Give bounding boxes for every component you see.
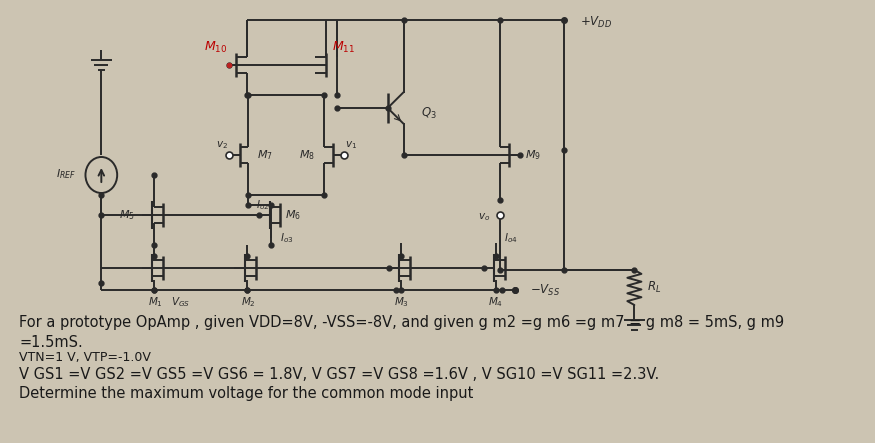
Text: $I_{o3}$: $I_{o3}$ (280, 231, 294, 245)
Text: $M_4$: $M_4$ (488, 295, 504, 309)
Text: $M_1$: $M_1$ (149, 295, 164, 309)
Text: $R_L$: $R_L$ (647, 280, 661, 295)
Text: $v_2$: $v_2$ (216, 139, 228, 151)
Text: $I_{REF}$: $I_{REF}$ (57, 167, 77, 181)
Text: $M_2$: $M_2$ (242, 295, 256, 309)
Text: Determine the maximum voltage for the common mode input: Determine the maximum voltage for the co… (19, 386, 473, 401)
Text: $M_9$: $M_9$ (525, 148, 541, 162)
Text: $V_{GS}$: $V_{GS}$ (172, 295, 190, 309)
Text: $+V_{DD}$: $+V_{DD}$ (580, 15, 612, 30)
Text: $M_{11}$: $M_{11}$ (332, 39, 355, 54)
Text: For a prototype OpAmp , given VDD=8V, -VSS=-8V, and given g m2 =g m6 =g m7 = g m: For a prototype OpAmp , given VDD=8V, -V… (19, 315, 785, 330)
Text: VTN=1 V, VTP=-1.0V: VTN=1 V, VTP=-1.0V (19, 351, 151, 364)
Text: =1.5mS.: =1.5mS. (19, 335, 83, 350)
Text: $M_6$: $M_6$ (284, 208, 301, 222)
Text: $-V_{SS}$: $-V_{SS}$ (530, 283, 561, 298)
Text: $M_{10}$: $M_{10}$ (204, 39, 228, 54)
Text: $I_{o4}$: $I_{o4}$ (504, 231, 518, 245)
Text: $Q_3$: $Q_3$ (421, 105, 437, 120)
Text: $M_8$: $M_8$ (299, 148, 315, 162)
Text: $M_3$: $M_3$ (395, 295, 410, 309)
Text: $M_7$: $M_7$ (257, 148, 273, 162)
Text: V GS1 =V GS2 =V GS5 =V GS6 = 1.8V, V GS7 =V GS8 =1.6V , V SG10 =V SG11 =2.3V.: V GS1 =V GS2 =V GS5 =V GS6 = 1.8V, V GS7… (19, 367, 660, 382)
Text: $v_o$: $v_o$ (478, 211, 490, 223)
Text: $M_5$: $M_5$ (119, 208, 135, 222)
Text: $I_{o2}$: $I_{o2}$ (255, 198, 269, 212)
Text: $v_1$: $v_1$ (345, 139, 357, 151)
